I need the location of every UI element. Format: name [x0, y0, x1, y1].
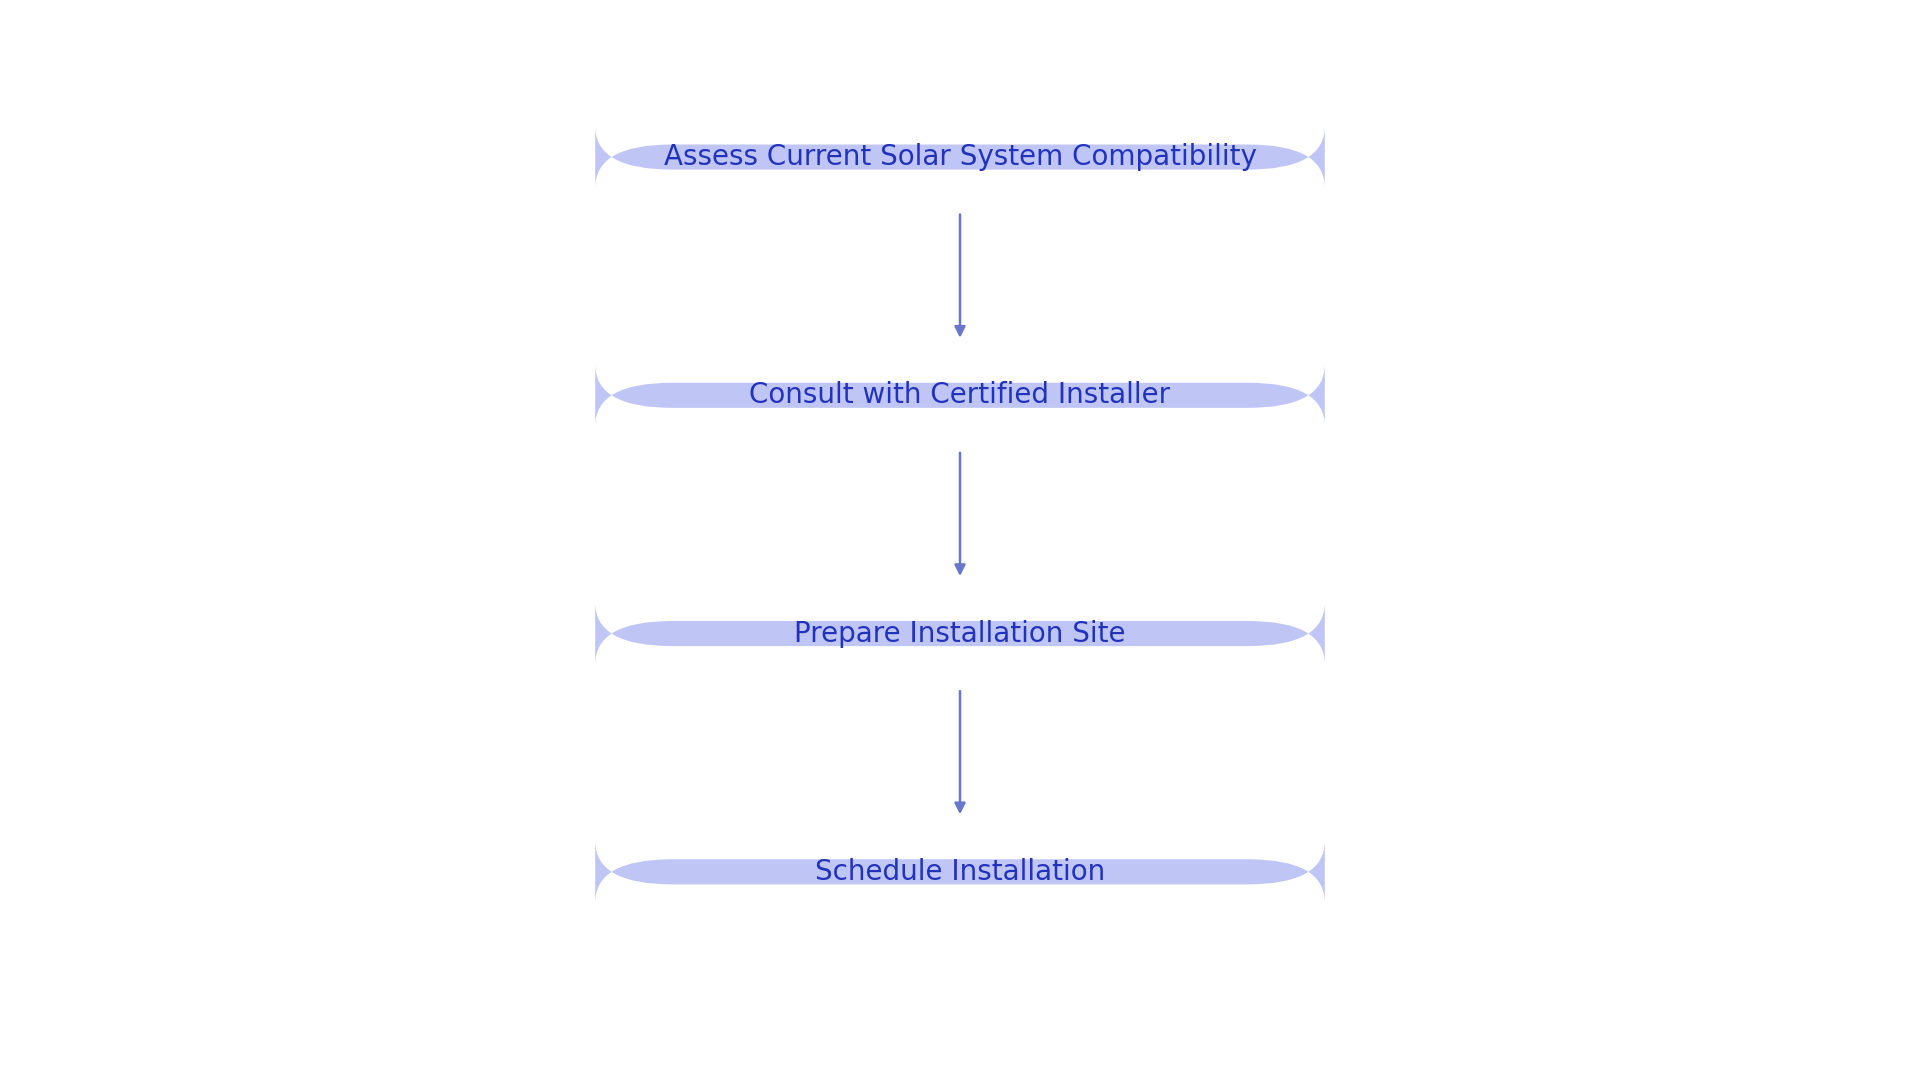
Text: Prepare Installation Site: Prepare Installation Site	[795, 619, 1125, 648]
FancyBboxPatch shape	[595, 365, 1325, 426]
FancyBboxPatch shape	[595, 127, 1325, 187]
FancyBboxPatch shape	[595, 841, 1325, 902]
Text: Assess Current Solar System Compatibility: Assess Current Solar System Compatibilit…	[664, 143, 1256, 171]
FancyBboxPatch shape	[595, 603, 1325, 664]
Text: Schedule Installation: Schedule Installation	[814, 858, 1106, 886]
Text: Consult with Certified Installer: Consult with Certified Installer	[749, 381, 1171, 409]
